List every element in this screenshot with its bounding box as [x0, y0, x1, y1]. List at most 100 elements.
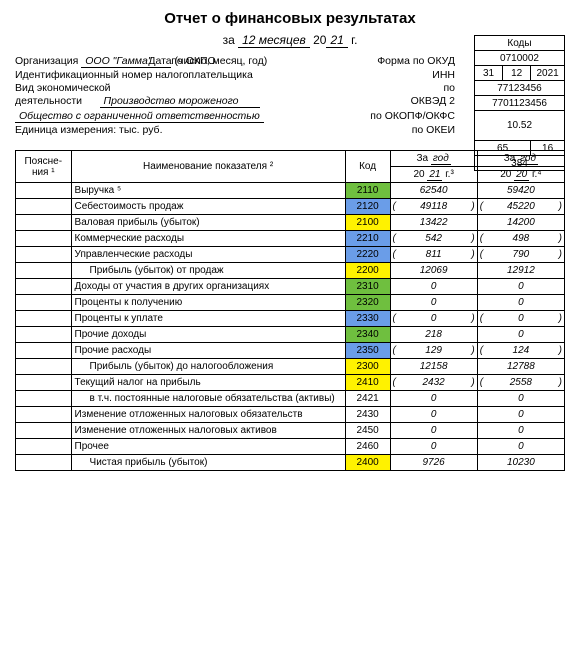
cell-poyasn — [16, 327, 72, 343]
cell-value: 0 — [477, 407, 564, 423]
header-block: Коды 0710002 31 12 2021 77123456 7701123… — [15, 55, 565, 136]
cell-name: Коммерческие расходы — [71, 231, 345, 247]
cell-code: 2400 — [345, 455, 390, 471]
cell-poyasn — [16, 263, 72, 279]
cell-value: 62540 — [390, 183, 477, 199]
cell-poyasn — [16, 279, 72, 295]
cell-value: 0 — [390, 423, 477, 439]
cell-code: 2330 — [345, 311, 390, 327]
okei-value: 384 — [475, 156, 565, 171]
form-label: Форма по ОКУД — [377, 55, 455, 67]
cell-code: 2300 — [345, 359, 390, 375]
table-row: Чистая прибыль (убыток)2400972610230 — [16, 455, 565, 471]
cell-code: 2100 — [345, 215, 390, 231]
table-row: Прочие расходы2350(129)(124) — [16, 343, 565, 359]
cell-name: Изменение отложенных налоговых обязатель… — [71, 407, 345, 423]
period-mid: 20 — [313, 33, 326, 47]
cell-code: 2460 — [345, 439, 390, 455]
cell-code: 2110 — [345, 183, 390, 199]
cell-poyasn — [16, 359, 72, 375]
okopf-value1: 65 — [475, 141, 531, 156]
table-row: Проценты к уплате2330(0)(0) — [16, 311, 565, 327]
cell-value: 0 — [477, 439, 564, 455]
cell-value: 59420 — [477, 183, 564, 199]
hdr-year1-bottom: 20 21 г.³ — [390, 167, 477, 183]
period-suffix: г. — [351, 33, 357, 47]
cell-name: Прибыль (убыток) до налогообложения — [71, 359, 345, 375]
table-body: Выручка ⁵21106254059420Себестоимость про… — [16, 183, 565, 471]
okopf-label: по ОКОПФ/ОКФС — [370, 110, 455, 122]
table-row: Прибыль (убыток) до налогообложения23001… — [16, 359, 565, 375]
report-page: Отчет о финансовых результатах за 12 мес… — [0, 0, 580, 481]
cell-name: в т.ч. постоянные налоговые обязательств… — [71, 391, 345, 407]
table-row: Проценты к получению232000 — [16, 295, 565, 311]
cell-name: Чистая прибыль (убыток) — [71, 455, 345, 471]
cell-code: 2340 — [345, 327, 390, 343]
cell-value: (124) — [477, 343, 564, 359]
report-title: Отчет о финансовых результатах — [15, 10, 565, 27]
cell-name: Текущий налог на прибыль — [71, 375, 345, 391]
cell-name: Себестоимость продаж — [71, 199, 345, 215]
table-row: Управленческие расходы2220(811)(790) — [16, 247, 565, 263]
codes-header: Коды — [475, 36, 565, 51]
cell-code: 2210 — [345, 231, 390, 247]
cell-name: Валовая прибыль (убыток) — [71, 215, 345, 231]
okud-value: 0710002 — [475, 51, 565, 66]
cell-value: 10230 — [477, 455, 564, 471]
cell-value: 0 — [477, 327, 564, 343]
cell-name: Проценты к получению — [71, 295, 345, 311]
period-year: 21 — [326, 33, 347, 48]
cell-name: Прибыль (убыток) от продаж — [71, 263, 345, 279]
hdr-kod: Код — [345, 151, 390, 183]
okopf-value2: 16 — [531, 141, 565, 156]
period-prefix: за — [223, 33, 235, 47]
main-table: Поясне-ния ¹ Наименование показателя ² К… — [15, 150, 565, 471]
table-row: Выручка ⁵21106254059420 — [16, 183, 565, 199]
date-day: 31 — [475, 66, 503, 81]
unit-label: Единица измерения: тыс. руб. — [15, 124, 163, 136]
cell-value: 0 — [390, 439, 477, 455]
cell-poyasn — [16, 231, 72, 247]
okei-label: по ОКЕИ — [412, 124, 455, 136]
cell-name: Выручка ⁵ — [71, 183, 345, 199]
table-row: Коммерческие расходы2210(542)(498) — [16, 231, 565, 247]
date-year: 2021 — [531, 66, 565, 81]
org-label: Организация — [15, 55, 78, 67]
codes-box: Коды 0710002 31 12 2021 77123456 7701123… — [474, 35, 565, 171]
cell-code: 2350 — [345, 343, 390, 359]
cell-value: (45220) — [477, 199, 564, 215]
cell-value: 0 — [390, 407, 477, 423]
cell-value: 13422 — [390, 215, 477, 231]
cell-value: 0 — [390, 391, 477, 407]
cell-value: 14200 — [477, 215, 564, 231]
cell-value: (0) — [390, 311, 477, 327]
activity-label2: деятельности — [15, 95, 82, 107]
cell-poyasn — [16, 295, 72, 311]
activity-label1: Вид экономической — [15, 82, 111, 94]
table-row: Себестоимость продаж2120(49118)(45220) — [16, 199, 565, 215]
cell-value: (129) — [390, 343, 477, 359]
activity-value: Производство мороженого — [100, 95, 260, 108]
cell-name: Проценты к уплате — [71, 311, 345, 327]
okpo-value: 77123456 — [475, 81, 565, 96]
cell-code: 2450 — [345, 423, 390, 439]
cell-poyasn — [16, 391, 72, 407]
cell-poyasn — [16, 375, 72, 391]
cell-poyasn — [16, 407, 72, 423]
cell-value: 0 — [477, 295, 564, 311]
table-row: Прочие доходы23402180 — [16, 327, 565, 343]
cell-value: 12069 — [390, 263, 477, 279]
okpo-label: по ОКПО — [171, 55, 215, 67]
cell-poyasn — [16, 247, 72, 263]
inn-rt: ИНН — [432, 69, 455, 81]
table-row: Изменение отложенных налоговых обязатель… — [16, 407, 565, 423]
table-row: Прочее246000 — [16, 439, 565, 455]
table-row: Валовая прибыль (убыток)21001342214200 — [16, 215, 565, 231]
cell-value: 0 — [390, 279, 477, 295]
cell-code: 2430 — [345, 407, 390, 423]
cell-code: 2120 — [345, 199, 390, 215]
cell-value: 12158 — [390, 359, 477, 375]
inn-label: Идентификационный номер налогоплательщик… — [15, 69, 253, 81]
hdr-poyasn: Поясне-ния ¹ — [16, 151, 72, 183]
cell-poyasn — [16, 439, 72, 455]
